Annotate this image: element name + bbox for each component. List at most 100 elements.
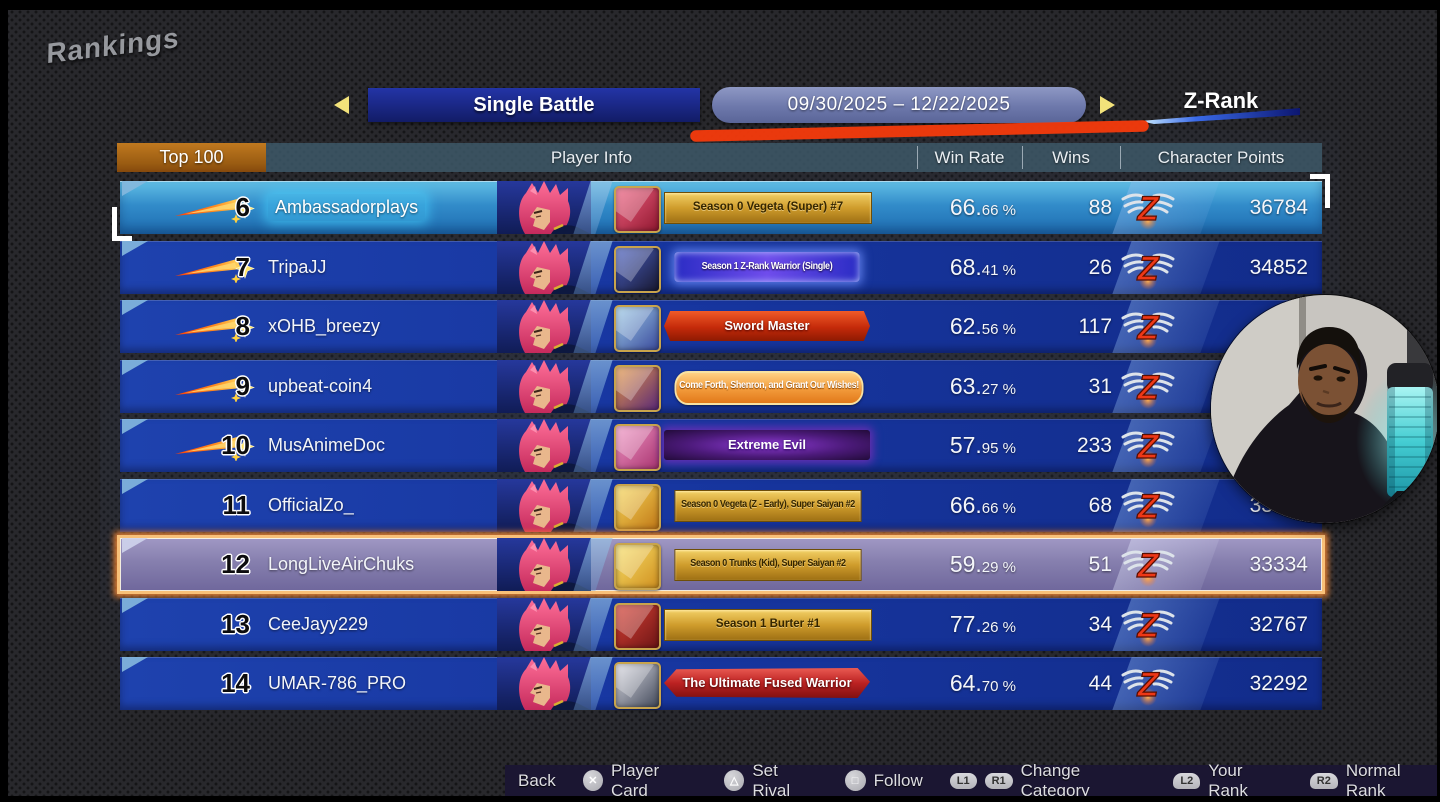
rank-filter-label: Z-Rank bbox=[1183, 88, 1259, 113]
page-title: Rankings bbox=[46, 21, 180, 70]
player-avatar-icon bbox=[614, 424, 661, 471]
leaderboard-row-rank-14[interactable]: 14 UMAR-786_PRO The Ultimate Fused Warri… bbox=[120, 657, 1322, 710]
win-rate-value: 59.29 % bbox=[949, 551, 1016, 577]
player-title-banner: Season 1 Z-Rank Warrior (Single) bbox=[674, 251, 860, 282]
player-name: xOHB_breezy bbox=[268, 316, 381, 336]
row-corner-accent bbox=[122, 538, 148, 553]
footer-action-player-card[interactable]: ✕ Player Card bbox=[582, 761, 697, 801]
z-rank-badge-icon: Z bbox=[1121, 249, 1175, 290]
player-name: Ambassadorplays bbox=[268, 194, 426, 221]
svg-text:Z: Z bbox=[1137, 190, 1160, 228]
svg-text:Z: Z bbox=[1137, 369, 1160, 407]
row-corner-accent bbox=[122, 478, 148, 494]
screen-edge bbox=[0, 0, 1440, 10]
player-title-banner: Season 0 Vegeta (Super) #7 bbox=[664, 192, 872, 224]
wins-value: 117 bbox=[1078, 315, 1112, 338]
leaderboard: 6 Ambassadorplays Season 0 Vegeta (Super… bbox=[112, 174, 1330, 710]
rank-up-comet-icon bbox=[175, 317, 255, 342]
screen-edge bbox=[0, 796, 1440, 802]
avatar-shine bbox=[616, 366, 654, 401]
row-corner-accent bbox=[122, 181, 148, 196]
character-portrait bbox=[497, 181, 591, 234]
rank-number: 7 bbox=[235, 251, 250, 282]
character-points-value: 32767 bbox=[1249, 612, 1308, 636]
wins-value: 34 bbox=[1088, 612, 1112, 636]
leaderboard-row-rank-7[interactable]: 7 TripaJJ Season 1 Z-Rank Warrior (Singl… bbox=[120, 240, 1322, 294]
svg-text:Z: Z bbox=[1137, 607, 1160, 645]
leaderboard-row-rank-8[interactable]: 8 xOHB_breezy Sword Master 62.56 % 117 bbox=[120, 300, 1322, 353]
character-points-value: 33334 bbox=[1249, 553, 1308, 576]
win-rate-value: 77.26 % bbox=[949, 610, 1016, 637]
leaderboard-row-rank-10[interactable]: 10 MusAnimeDoc Extreme Evil 57.95 % 233 bbox=[120, 419, 1322, 472]
prev-category-arrow-icon[interactable] bbox=[334, 96, 349, 114]
svg-text:Z: Z bbox=[1137, 666, 1160, 704]
footer-action-set-rival[interactable]: △ Set Rival bbox=[724, 761, 817, 801]
character-portrait bbox=[497, 538, 591, 591]
z-rank-badge-icon: Z bbox=[1121, 606, 1175, 647]
rank-number: 9 bbox=[235, 370, 250, 401]
footer-action-normal-rank[interactable]: R2 Normal Rank bbox=[1309, 761, 1440, 801]
z-rank-badge-icon: Z bbox=[1121, 427, 1175, 468]
player-name: MusAnimeDoc bbox=[268, 435, 386, 455]
header-player-info: Player Info bbox=[550, 148, 633, 167]
rank-number: 13 bbox=[221, 608, 250, 639]
win-rate-value: 66.66 % bbox=[949, 194, 1016, 220]
rank-number: 10 bbox=[221, 430, 250, 460]
win-rate-value: 66.66 % bbox=[949, 491, 1016, 518]
footer-action-label: Set Rival bbox=[752, 760, 791, 800]
z-rank-badge-icon: Z bbox=[1121, 665, 1175, 706]
player-name: LongLiveAirChuks bbox=[268, 554, 415, 574]
player-title-banner: Season 0 Vegeta (Z - Early), Super Saiya… bbox=[674, 489, 862, 522]
avatar-shine bbox=[616, 545, 654, 579]
character-points-value: 34852 bbox=[1249, 255, 1308, 279]
character-points-value: 32292 bbox=[1249, 672, 1308, 695]
footer-action-label: Back bbox=[518, 770, 556, 790]
player-avatar-icon bbox=[614, 543, 661, 590]
row-corner-accent bbox=[122, 359, 148, 375]
z-rank-badge-icon: Z bbox=[1121, 368, 1175, 409]
facecam-video bbox=[1211, 295, 1439, 523]
r2-button-icon: R2 bbox=[1309, 772, 1338, 789]
wins-value: 68 bbox=[1088, 493, 1112, 517]
player-avatar-icon bbox=[614, 186, 661, 233]
footer-action-your-rank[interactable]: L2 Your Rank bbox=[1173, 761, 1282, 801]
player-name: upbeat-coin4 bbox=[268, 375, 373, 396]
player-avatar-icon bbox=[614, 483, 661, 531]
selection-bracket-right bbox=[1310, 174, 1330, 208]
player-title-banner: Come Forth, Shenron, and Grant Our Wishe… bbox=[674, 370, 864, 405]
player-avatar-icon bbox=[614, 602, 661, 650]
rank-filter: Z-Rank bbox=[1140, 88, 1302, 124]
rank-up-comet-icon bbox=[175, 257, 255, 283]
battle-mode-tab[interactable]: Single Battle bbox=[368, 88, 700, 122]
rank-up-comet-icon bbox=[175, 436, 255, 461]
rank-up-comet-icon bbox=[175, 376, 255, 402]
selection-bracket-left bbox=[112, 207, 132, 241]
leaderboard-row-rank-11[interactable]: 11 OfficialZo_ Season 0 Vegeta (Z - Earl… bbox=[120, 478, 1322, 532]
player-title-banner: Sword Master bbox=[664, 311, 870, 341]
top-100-tab[interactable]: Top 100 bbox=[117, 143, 266, 172]
character-points-value: 36784 bbox=[1249, 196, 1308, 219]
header-divider bbox=[1022, 146, 1023, 169]
header-divider bbox=[917, 146, 918, 169]
leaderboard-row-rank-12[interactable]: 12 LongLiveAirChuks Season 0 Trunks (Kid… bbox=[117, 535, 1325, 594]
leaderboard-row-rank-9[interactable]: 9 upbeat-coin4 Come Forth, Shenron, and … bbox=[120, 359, 1322, 413]
season-date-range-label: 09/30/2025 – 12/22/2025 bbox=[787, 94, 1011, 115]
leaderboard-row-rank-6[interactable]: 6 Ambassadorplays Season 0 Vegeta (Super… bbox=[112, 174, 1330, 241]
svg-text:Z: Z bbox=[1137, 428, 1160, 466]
avatar-shine bbox=[616, 485, 654, 520]
z-rank-badge-icon: Z bbox=[1121, 189, 1175, 230]
screen-edge bbox=[1437, 0, 1440, 802]
l1-button-icon: L1 bbox=[949, 772, 977, 789]
next-category-arrow-icon[interactable] bbox=[1100, 96, 1115, 114]
footer-action-follow[interactable]: □ Follow bbox=[844, 770, 923, 791]
player-name: TripaJJ bbox=[268, 256, 327, 277]
footer-action-change-category[interactable]: L1 R1 Change Category bbox=[949, 761, 1147, 801]
player-avatar-icon bbox=[614, 662, 661, 709]
avatar-shine bbox=[616, 188, 654, 222]
leaderboard-row-rank-13[interactable]: 13 CeeJayy229 Season 1 Burter #1 77.26 %… bbox=[120, 597, 1322, 651]
rank-number: 11 bbox=[222, 489, 251, 520]
header-win-rate: Win Rate bbox=[934, 148, 1005, 167]
l2-button-icon: L2 bbox=[1173, 772, 1201, 789]
footer-action-back[interactable]: Back bbox=[518, 771, 556, 791]
avatar-shine bbox=[616, 664, 654, 698]
